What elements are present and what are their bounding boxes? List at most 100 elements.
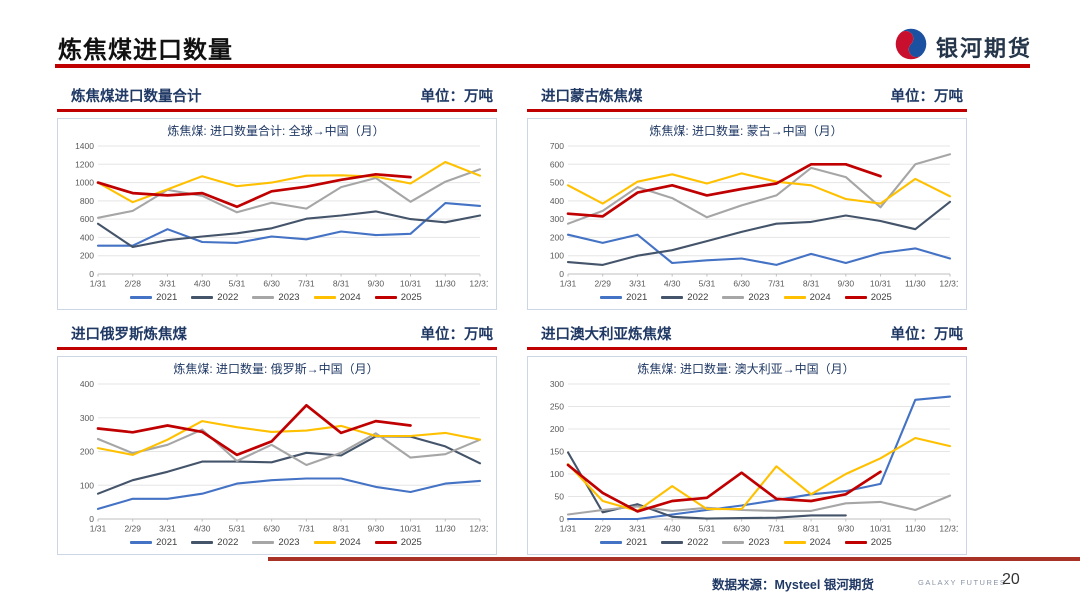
chart-legend: 2021 2022 2023 2024 2025 — [534, 535, 958, 551]
svg-text:12/31: 12/31 — [469, 523, 488, 533]
legend-item-2025: 2025 — [374, 292, 422, 303]
svg-text:200: 200 — [80, 446, 94, 456]
svg-text:6/30: 6/30 — [733, 523, 750, 533]
legend-item-2024: 2024 — [783, 537, 831, 548]
svg-text:150: 150 — [550, 446, 564, 456]
legend-line-swatch — [783, 296, 806, 299]
svg-text:6/30: 6/30 — [263, 523, 280, 533]
panel-title: 进口蒙古炼焦煤 — [541, 89, 643, 105]
legend-item-2021: 2021 — [600, 292, 647, 303]
footer-red-bar — [268, 557, 1080, 561]
svg-text:9/30: 9/30 — [368, 278, 385, 288]
svg-text:3/31: 3/31 — [159, 278, 176, 288]
svg-text:3/31: 3/31 — [629, 278, 646, 288]
chart-box-mongolia: 炼焦煤: 进口数量: 蒙古→中国（月） 0 100 200 300 400 500 600 7… — [527, 117, 967, 310]
chart-panel-total-imports: 炼焦煤进口数量合计 单位：万吨 炼焦煤: 进口数量合计: 全球→中国（月） 0 2… — [57, 84, 497, 310]
svg-text:600: 600 — [80, 214, 94, 224]
legend-line-swatch — [313, 541, 336, 544]
svg-text:11/30: 11/30 — [905, 278, 926, 288]
svg-text:6/30: 6/30 — [733, 278, 750, 288]
legend-item-2021: 2021 — [600, 537, 647, 548]
chart-panel-mongolia-imports: 进口蒙古炼焦煤 单位：万吨 炼焦煤: 进口数量: 蒙古→中国（月） 0 100 20… — [527, 84, 967, 310]
page-number: 20 — [1002, 571, 1020, 588]
svg-text:4/30: 4/30 — [194, 278, 211, 288]
svg-text:5/31: 5/31 — [229, 278, 246, 288]
panel-unit-label: 单位：万吨 — [890, 89, 964, 105]
svg-text:6/30: 6/30 — [263, 278, 280, 288]
chart-legend: 2021 2022 2023 2024 2025 — [534, 290, 958, 306]
svg-text:0: 0 — [89, 514, 94, 524]
legend-line-swatch — [191, 541, 214, 544]
legend-line-swatch — [374, 541, 397, 544]
panel-unit-label: 单位：万吨 — [420, 327, 494, 343]
galaxy-swirl-icon — [893, 26, 929, 67]
svg-text:10/31: 10/31 — [400, 523, 422, 533]
legend-item-2023: 2023 — [722, 292, 770, 303]
chart-legend: 2021 2022 2023 2024 2025 — [64, 290, 488, 306]
svg-text:0: 0 — [559, 269, 564, 279]
svg-text:800: 800 — [80, 195, 94, 205]
svg-text:10/31: 10/31 — [400, 278, 422, 288]
legend-item-2022: 2022 — [661, 292, 708, 303]
svg-text:7/31: 7/31 — [298, 278, 315, 288]
legend-item-2025: 2025 — [374, 537, 422, 548]
legend-line-swatch — [252, 296, 275, 299]
chart-title: 炼焦煤: 进口数量: 俄罗斯→中国（月） — [173, 361, 379, 376]
australia-imports-line-chart: 0 50 100 150 200 250 300 1/31 2/29 3/31 4/30 5/31 6/… — [550, 379, 958, 534]
svg-text:700: 700 — [550, 141, 564, 151]
svg-text:200: 200 — [550, 424, 564, 434]
svg-text:0: 0 — [559, 514, 564, 524]
legend-line-swatch — [252, 541, 275, 544]
panel-title: 炼焦煤进口数量合计 — [71, 89, 202, 105]
panel-underline — [57, 109, 497, 112]
svg-text:100: 100 — [80, 480, 94, 490]
legend-item-2023: 2023 — [722, 537, 770, 548]
galaxy-futures-logo: 银河期货 — [893, 26, 1032, 67]
svg-text:3/31: 3/31 — [159, 523, 176, 533]
legend-item-2022: 2022 — [661, 537, 708, 548]
svg-text:2/29: 2/29 — [594, 278, 611, 288]
panel-underline — [527, 347, 967, 350]
panel-unit-label: 单位：万吨 — [420, 89, 494, 105]
page-title: 炼焦煤进口数量 — [58, 37, 233, 64]
svg-text:500: 500 — [550, 177, 564, 187]
chart-box-russia: 炼焦煤: 进口数量: 俄罗斯→中国（月） 0 100 200 300 400 1/31 2/… — [57, 355, 497, 555]
svg-text:1/31: 1/31 — [90, 523, 107, 533]
legend-line-swatch — [661, 296, 684, 299]
svg-text:1/31: 1/31 — [90, 278, 107, 288]
svg-text:100: 100 — [550, 250, 564, 260]
svg-text:10/31: 10/31 — [870, 523, 892, 533]
legend-line-swatch — [722, 541, 745, 544]
panel-title: 进口俄罗斯炼焦煤 — [71, 327, 187, 343]
svg-text:9/30: 9/30 — [838, 523, 855, 533]
svg-text:9/30: 9/30 — [838, 278, 855, 288]
footer-brand: GALAXY FUTURES — [918, 578, 1007, 587]
legend-item-2021: 2021 — [130, 537, 177, 548]
chart-title: 炼焦煤: 进口数量: 蒙古→中国（月） — [649, 123, 843, 138]
svg-text:1400: 1400 — [75, 141, 94, 151]
svg-text:100: 100 — [550, 469, 564, 479]
legend-line-swatch — [191, 296, 214, 299]
svg-text:250: 250 — [550, 401, 564, 411]
svg-text:300: 300 — [550, 379, 564, 389]
chart-panel-russia-imports: 进口俄罗斯炼焦煤 单位：万吨 炼焦煤: 进口数量: 俄罗斯→中国（月） 0 100… — [57, 322, 497, 555]
legend-item-2024: 2024 — [783, 292, 831, 303]
svg-text:12/31: 12/31 — [939, 278, 958, 288]
svg-text:200: 200 — [550, 232, 564, 242]
svg-text:2/28: 2/28 — [124, 278, 141, 288]
legend-item-2025: 2025 — [844, 537, 892, 548]
title-underline — [55, 64, 1030, 68]
panel-underline — [57, 347, 497, 350]
mongolia-imports-line-chart: 0 100 200 300 400 500 600 700 1/31 2/29 3/31 4/30 5/… — [550, 141, 958, 289]
svg-text:9/30: 9/30 — [368, 523, 385, 533]
svg-text:1/31: 1/31 — [560, 523, 577, 533]
panel-title: 进口澳大利亚炼焦煤 — [541, 327, 672, 343]
legend-item-2022: 2022 — [191, 537, 238, 548]
legend-item-2022: 2022 — [191, 292, 238, 303]
svg-text:2/29: 2/29 — [594, 523, 611, 533]
svg-text:4/30: 4/30 — [194, 523, 211, 533]
chart-title: 炼焦煤: 进口数量: 澳大利亚→中国（月） — [637, 361, 855, 376]
svg-text:50: 50 — [555, 491, 565, 501]
legend-line-swatch — [130, 296, 153, 299]
legend-item-2023: 2023 — [252, 537, 300, 548]
